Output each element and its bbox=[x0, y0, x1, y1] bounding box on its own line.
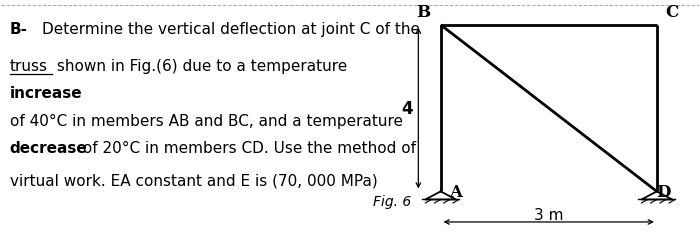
Text: C: C bbox=[666, 4, 679, 21]
Text: increase: increase bbox=[10, 86, 83, 101]
Text: decrease: decrease bbox=[10, 141, 88, 156]
Text: 3 m: 3 m bbox=[534, 208, 564, 223]
Text: of 20°C in members CD. Use the method of: of 20°C in members CD. Use the method of bbox=[78, 141, 416, 156]
Text: B-: B- bbox=[10, 22, 28, 37]
Text: B: B bbox=[416, 4, 430, 21]
Text: 4: 4 bbox=[401, 100, 413, 118]
Text: shown in Fig.(6) due to a temperature: shown in Fig.(6) due to a temperature bbox=[52, 59, 346, 74]
Text: D: D bbox=[657, 184, 671, 201]
Text: Determine the vertical deflection at joint C of the: Determine the vertical deflection at joi… bbox=[42, 22, 420, 37]
Text: of 40°C in members AB and BC, and a temperature: of 40°C in members AB and BC, and a temp… bbox=[10, 114, 402, 129]
Text: Fig. 6: Fig. 6 bbox=[372, 195, 411, 209]
Text: virtual work. EA constant and E is (70, 000 MPa): virtual work. EA constant and E is (70, … bbox=[10, 174, 377, 188]
Text: A: A bbox=[449, 184, 463, 201]
Text: truss: truss bbox=[10, 59, 48, 74]
